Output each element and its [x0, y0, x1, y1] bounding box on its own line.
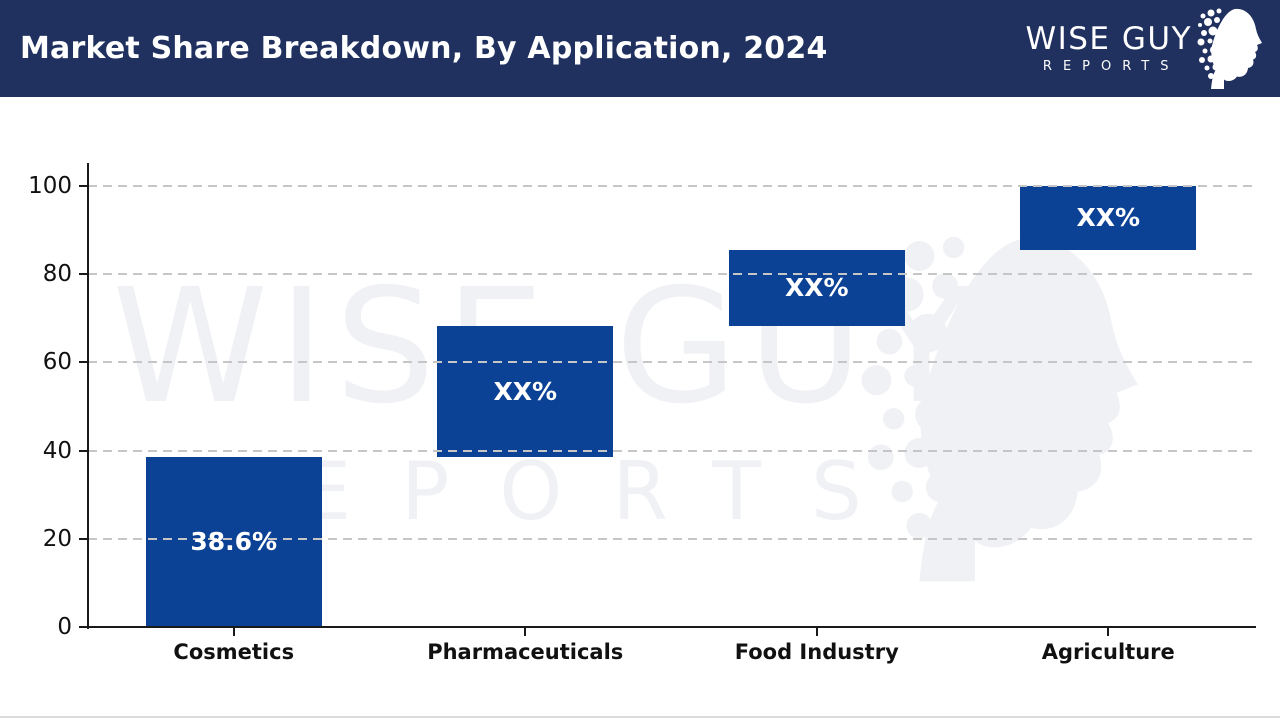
y-axis-line	[87, 163, 89, 629]
gridline-40	[88, 449, 1254, 452]
y-tick-mark-40	[79, 449, 87, 452]
brand-subname: REPORTS	[1042, 58, 1180, 74]
bar-value-label-cosmetics: 38.6%	[190, 526, 278, 556]
bar-cosmetics	[145, 456, 322, 627]
x-axis-line	[87, 626, 1256, 628]
gridline-60	[88, 361, 1254, 364]
x-tick-mark-agriculture	[1107, 628, 1110, 636]
x-tick-mark-food-industry	[815, 628, 818, 636]
y-tick-label-100: 100	[28, 173, 72, 199]
x-tick-mark-cosmetics	[232, 628, 235, 636]
y-tick-label-0: 0	[57, 614, 72, 640]
bar-value-label-food-industry: XX%	[784, 272, 849, 302]
y-tick-mark-60	[79, 361, 87, 364]
bar-agriculture	[1020, 186, 1197, 250]
page-bottom-divider	[0, 716, 1280, 718]
y-tick-mark-0	[79, 626, 87, 628]
category-label-cosmetics: Cosmetics	[173, 640, 295, 664]
brand-logo: WISE GUY REPORTS	[1025, 6, 1266, 91]
y-tick-label-40: 40	[42, 437, 72, 464]
category-label-agriculture: Agriculture	[1041, 640, 1175, 664]
category-label-pharmaceuticals: Pharmaceuticals	[427, 640, 624, 664]
gridline-80	[88, 273, 1254, 276]
y-tick-mark-80	[79, 273, 87, 276]
brand-logo-text: WISE GUY REPORTS	[1025, 20, 1192, 74]
y-tick-mark-100	[79, 185, 87, 187]
wiseguy-head-icon	[1196, 6, 1266, 91]
category-label-food-industry: Food Industry	[734, 640, 899, 664]
bar-food-industry	[728, 249, 905, 327]
header-band: Market Share Breakdown, By Application, …	[0, 0, 1280, 97]
y-tick-label-60: 60	[42, 349, 72, 376]
y-tick-label-80: 80	[42, 261, 72, 288]
bar-value-label-pharmaceuticals: XX%	[493, 376, 558, 406]
y-tick-mark-20	[79, 537, 87, 540]
y-tick-label-20: 20	[42, 525, 72, 552]
gridline-100	[88, 185, 1254, 187]
bar-value-label-agriculture: XX%	[1076, 202, 1141, 232]
page-title: Market Share Breakdown, By Application, …	[20, 31, 828, 66]
brand-name: WISE GUY	[1025, 20, 1192, 57]
x-tick-mark-pharmaceuticals	[524, 628, 527, 636]
gridline-20	[88, 537, 1254, 540]
bar-pharmaceuticals	[437, 326, 614, 457]
